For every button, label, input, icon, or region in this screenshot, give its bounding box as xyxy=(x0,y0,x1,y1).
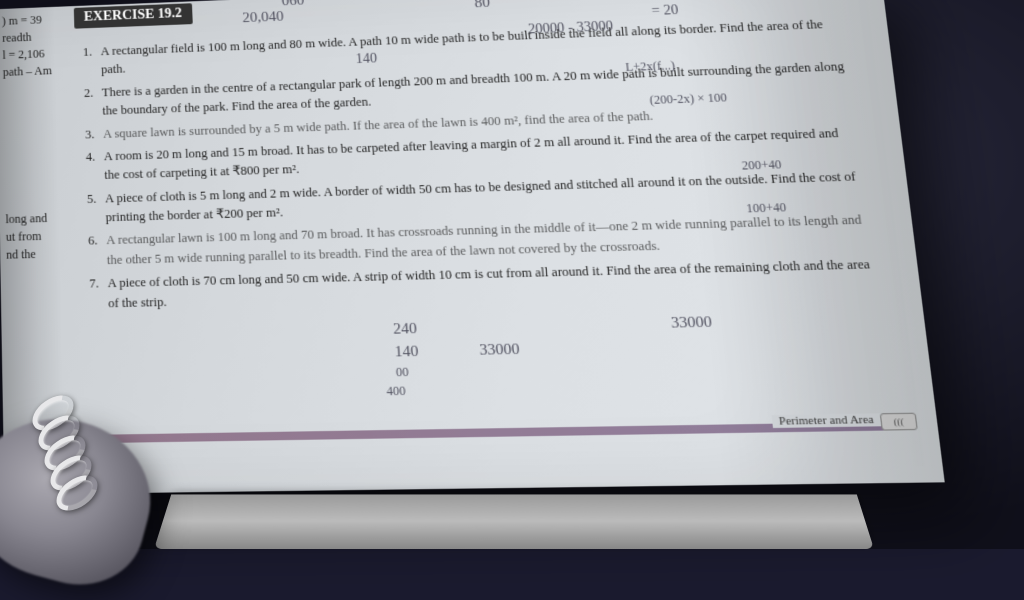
handwriting: 20,040 xyxy=(242,9,284,27)
question-number: 5. xyxy=(87,189,106,228)
question-number: 6. xyxy=(88,232,107,271)
handwriting: 060 xyxy=(281,0,304,10)
margin-text-l: l = 2,106 xyxy=(2,45,45,64)
margin-text-ut: ut from xyxy=(6,227,42,246)
handwriting: 80 xyxy=(474,0,491,12)
handwriting: 400 xyxy=(386,383,406,399)
scene-container: EXERCISE 19.2 ) m = 39 readth l = 2,106 … xyxy=(0,0,1024,549)
question-number: 2. xyxy=(84,84,103,122)
handwriting: 240 xyxy=(393,321,418,339)
publisher-icon: ((( xyxy=(880,413,918,431)
handwriting: 20000 - 33000 xyxy=(528,19,614,38)
handwriting: L+2x(f...) xyxy=(625,58,676,75)
handwriting: 33000 xyxy=(479,341,520,360)
handwriting: 100 - 10 xyxy=(608,0,655,2)
page-edge-curl xyxy=(154,494,874,549)
spiral-binding xyxy=(0,389,140,529)
handwriting: 200+40 xyxy=(741,157,782,173)
handwriting: 00 xyxy=(395,365,409,381)
question-number: 3. xyxy=(85,125,103,144)
textbook-page: EXERCISE 19.2 ) m = 39 readth l = 2,106 … xyxy=(0,0,945,495)
handwriting: = 20 xyxy=(651,3,679,20)
exercise-header: EXERCISE 19.2 xyxy=(74,3,193,28)
handwriting: 140 xyxy=(394,343,419,361)
margin-text-nd: nd the xyxy=(6,245,36,264)
handwriting: 33000 xyxy=(670,314,713,333)
margin-text-path: path – Am xyxy=(3,62,52,81)
margin-text-m: ) m = 39 xyxy=(2,11,42,29)
question-number: 7. xyxy=(89,274,108,313)
question-number: 1. xyxy=(83,43,102,81)
margin-text-long: long and xyxy=(5,209,47,228)
handwriting: 140 xyxy=(355,52,377,68)
question-number: 4. xyxy=(86,148,105,186)
footer-label: Perimeter and Area xyxy=(772,413,882,428)
margin-text-readth: readth xyxy=(2,28,32,46)
